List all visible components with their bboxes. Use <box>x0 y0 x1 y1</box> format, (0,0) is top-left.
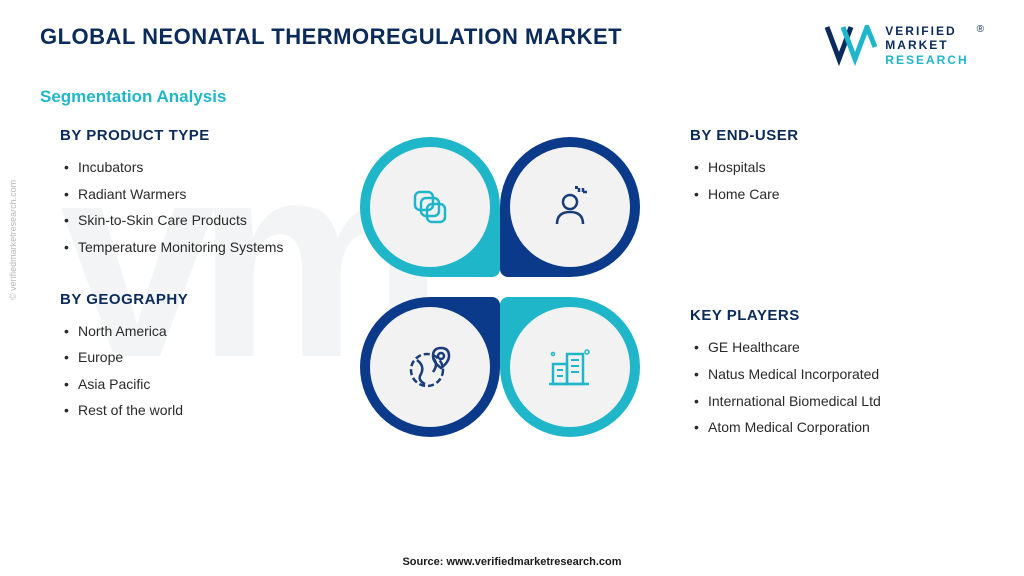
layers-icon <box>405 182 455 232</box>
list-item: North America <box>64 318 340 345</box>
segment-heading: BY END-USER <box>690 127 960 144</box>
list-item: Europe <box>64 344 340 371</box>
segment-end-user: BY END-USER Hospitals Home Care <box>690 127 960 207</box>
petal-product-type <box>360 137 500 277</box>
segment-key-players: KEY PLAYERS GE Healthcare Natus Medical … <box>690 307 960 440</box>
segment-product-type: BY PRODUCT TYPE Incubators Radiant Warme… <box>60 127 340 260</box>
segment-heading: KEY PLAYERS <box>690 307 960 324</box>
list-item: Radiant Warmers <box>64 181 340 208</box>
source-footer: Source: www.verifiedmarketresearch.com <box>0 556 1024 568</box>
list-item: Temperature Monitoring Systems <box>64 234 340 261</box>
center-petals <box>340 127 660 467</box>
list-item: Asia Pacific <box>64 371 340 398</box>
segment-heading: BY PRODUCT TYPE <box>60 127 340 144</box>
subtitle: Segmentation Analysis <box>0 87 1024 107</box>
list-item: Natus Medical Incorporated <box>694 361 960 388</box>
list-item: Skin-to-Skin Care Products <box>64 207 340 234</box>
petal-geography <box>360 297 500 437</box>
left-column: BY PRODUCT TYPE Incubators Radiant Warme… <box>60 127 340 467</box>
list-item: Hospitals <box>694 154 960 181</box>
segment-geography: BY GEOGRAPHY North America Europe Asia P… <box>60 291 340 424</box>
list-item: Rest of the world <box>64 397 340 424</box>
list-item: GE Healthcare <box>694 334 960 361</box>
list-item: International Biomedical Ltd <box>694 388 960 415</box>
petal-key-players <box>500 297 640 437</box>
list-item: Home Care <box>694 181 960 208</box>
brand-logo: VERIFIED MARKET RESEARCH ® <box>825 24 984 67</box>
segment-heading: BY GEOGRAPHY <box>60 291 340 308</box>
list-item: Atom Medical Corporation <box>694 414 960 441</box>
content-grid: BY PRODUCT TYPE Incubators Radiant Warme… <box>0 107 1024 467</box>
globe-pin-icon <box>403 340 457 394</box>
buildings-icon <box>543 340 597 394</box>
person-icon <box>545 182 595 232</box>
header: GLOBAL NEONATAL THERMOREGULATION MARKET … <box>0 0 1024 75</box>
vmr-logo-icon <box>825 25 877 67</box>
petal-end-user <box>500 137 640 277</box>
right-column: BY END-USER Hospitals Home Care KEY PLAY… <box>660 127 960 467</box>
list-item: Incubators <box>64 154 340 181</box>
brand-logo-text: VERIFIED MARKET RESEARCH <box>885 24 968 67</box>
page-title: GLOBAL NEONATAL THERMOREGULATION MARKET <box>40 24 622 50</box>
